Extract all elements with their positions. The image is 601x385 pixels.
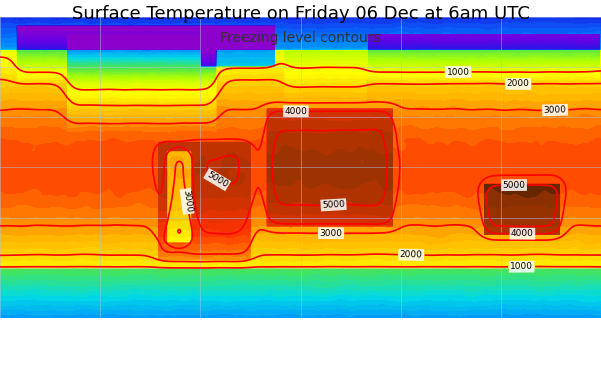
- Text: 2000: 2000: [400, 250, 423, 259]
- Text: 4000: 4000: [284, 107, 307, 116]
- Text: 3000: 3000: [320, 229, 343, 238]
- Text: 2000: 2000: [507, 79, 529, 89]
- Text: 5000: 5000: [322, 200, 345, 210]
- Text: Freezing level contours: Freezing level contours: [220, 30, 381, 45]
- Text: Surface Temperature on Friday 06 Dec at 6am UTC: Surface Temperature on Friday 06 Dec at …: [72, 5, 529, 23]
- Text: 1000: 1000: [447, 67, 469, 77]
- Text: 5000: 5000: [502, 181, 526, 190]
- Text: 3000: 3000: [543, 105, 567, 115]
- Text: 4000: 4000: [511, 229, 534, 238]
- Text: 5000: 5000: [205, 170, 230, 189]
- Text: 3000: 3000: [181, 189, 193, 213]
- Text: 1000: 1000: [510, 262, 533, 271]
